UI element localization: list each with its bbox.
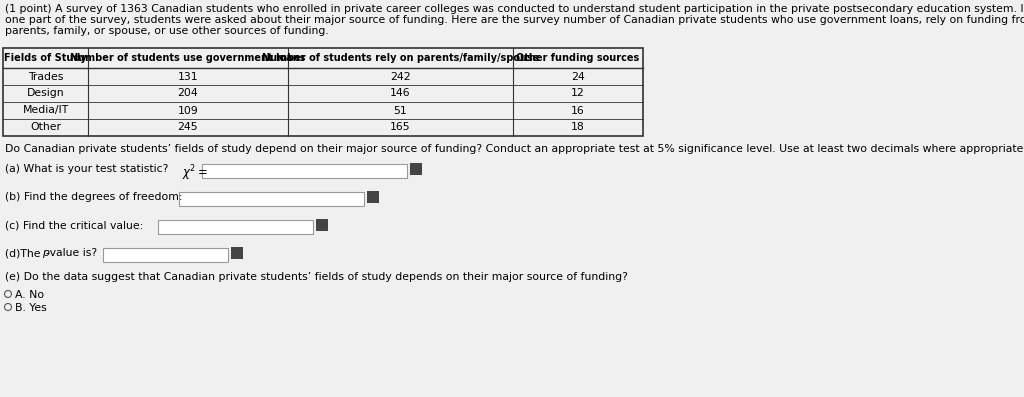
Text: one part of the survey, students were asked about their major source of funding.: one part of the survey, students were as…	[5, 15, 1024, 25]
Text: 242: 242	[390, 71, 411, 81]
Text: Do Canadian private students’ fields of study depend on their major source of fu: Do Canadian private students’ fields of …	[5, 144, 1024, 154]
Text: (d)The: (d)The	[5, 248, 44, 258]
Text: A. No: A. No	[15, 290, 44, 300]
Text: Trades: Trades	[28, 71, 63, 81]
Text: 131: 131	[178, 71, 199, 81]
Text: (e) Do the data suggest that Canadian private students’ fields of study depends : (e) Do the data suggest that Canadian pr…	[5, 272, 628, 282]
Text: (c) Find the critical value:: (c) Find the critical value:	[5, 220, 143, 230]
Text: 109: 109	[177, 106, 199, 116]
Text: Media/IT: Media/IT	[23, 106, 69, 116]
Bar	[102, 248, 227, 262]
Text: Design: Design	[27, 89, 65, 98]
Bar	[158, 220, 312, 234]
Text: p: p	[42, 248, 49, 258]
Text: Number of students use government loans: Number of students use government loans	[71, 53, 306, 63]
Text: 12: 12	[571, 89, 585, 98]
Text: -value is?: -value is?	[46, 248, 97, 258]
Text: (b) Find the degrees of freedom:: (b) Find the degrees of freedom:	[5, 192, 182, 202]
Text: B. Yes: B. Yes	[15, 303, 47, 313]
Bar	[3, 48, 643, 136]
Text: Fields of Study: Fields of Study	[4, 53, 87, 63]
Text: 245: 245	[178, 123, 199, 133]
Text: (a) What is your test statistic?: (a) What is your test statistic?	[5, 164, 172, 174]
Text: 165: 165	[390, 123, 411, 133]
Bar	[202, 164, 407, 178]
Text: $\chi^2=$: $\chi^2=$	[181, 163, 208, 183]
Text: 24: 24	[571, 71, 585, 81]
Text: 146: 146	[390, 89, 411, 98]
Text: Other: Other	[30, 123, 61, 133]
Text: 18: 18	[571, 123, 585, 133]
Text: parents, family, or spouse, or use other sources of funding.: parents, family, or spouse, or use other…	[5, 26, 329, 36]
Text: Number of students rely on parents/family/spouse: Number of students rely on parents/famil…	[262, 53, 540, 63]
Text: 51: 51	[393, 106, 408, 116]
Text: Other funding sources: Other funding sources	[516, 53, 640, 63]
Text: (1 point) A survey of 1363 Canadian students who enrolled in private career coll: (1 point) A survey of 1363 Canadian stud…	[5, 4, 1024, 14]
Text: 16: 16	[571, 106, 585, 116]
Text: 204: 204	[177, 89, 199, 98]
Bar	[179, 192, 365, 206]
